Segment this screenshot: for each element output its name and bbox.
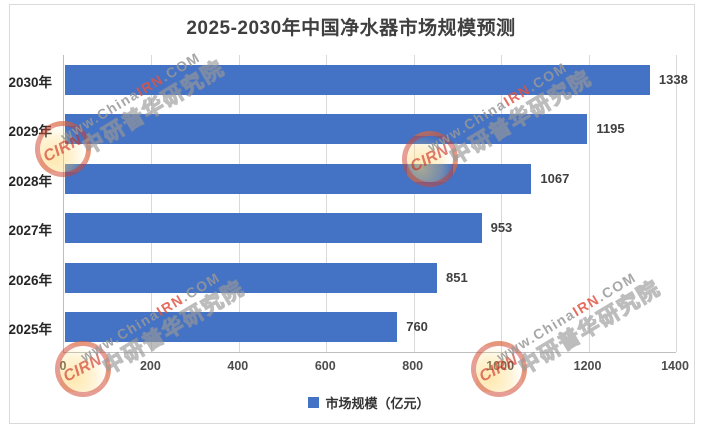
x-tick-label: 0 bbox=[59, 359, 67, 373]
bar-2028年 bbox=[65, 163, 532, 194]
y-axis-labels: 2030年 2029年 2028年 2027年 2026年 2025年 bbox=[0, 55, 56, 352]
x-tick-label: 800 bbox=[402, 359, 424, 373]
x-tick-label: 600 bbox=[314, 359, 336, 373]
gridline bbox=[588, 55, 590, 352]
bar-2025年 bbox=[65, 312, 398, 343]
bar-2026年 bbox=[65, 262, 437, 293]
value-label: 1338 bbox=[658, 71, 688, 87]
bar-2027年 bbox=[65, 213, 482, 244]
chart-title: 2025-2030年中国净水器市场规模预测 bbox=[186, 18, 516, 39]
value-label: 953 bbox=[490, 220, 513, 236]
value-label: 760 bbox=[406, 319, 428, 335]
value-label: 851 bbox=[446, 269, 468, 285]
x-tick-label: 200 bbox=[139, 359, 161, 373]
x-tick-label: 400 bbox=[227, 359, 249, 373]
y-category-label: 2025年 bbox=[8, 322, 52, 338]
y-category-label: 2028年 bbox=[8, 173, 52, 189]
x-axis-labels: 0 200 400 600 800 1000 1200 1400 bbox=[0, 359, 702, 377]
x-tick-label: 1200 bbox=[573, 359, 602, 373]
legend-swatch-icon bbox=[308, 396, 320, 408]
y-category-label: 2027年 bbox=[8, 223, 52, 239]
bar-2030年 bbox=[65, 64, 650, 95]
gridline bbox=[501, 55, 503, 352]
gridline bbox=[326, 55, 328, 352]
gridline bbox=[413, 55, 415, 352]
value-label: 1067 bbox=[540, 170, 570, 186]
y-category-label: 2029年 bbox=[8, 124, 52, 140]
x-tick-label: 1400 bbox=[661, 359, 689, 373]
plot-area: 1338 1195 1067 953 851 760 bbox=[63, 55, 688, 353]
value-label: 1195 bbox=[596, 121, 625, 137]
gridline bbox=[676, 55, 677, 352]
bar-2029年 bbox=[65, 114, 588, 145]
legend: 市场规模（亿元） bbox=[63, 392, 675, 412]
gridline bbox=[238, 55, 240, 352]
y-category-label: 2030年 bbox=[8, 74, 52, 90]
x-tick-label: 1000 bbox=[486, 359, 515, 373]
y-category-label: 2026年 bbox=[8, 272, 52, 288]
gridline bbox=[151, 55, 153, 352]
legend-label: 市场规模（亿元） bbox=[325, 395, 430, 411]
